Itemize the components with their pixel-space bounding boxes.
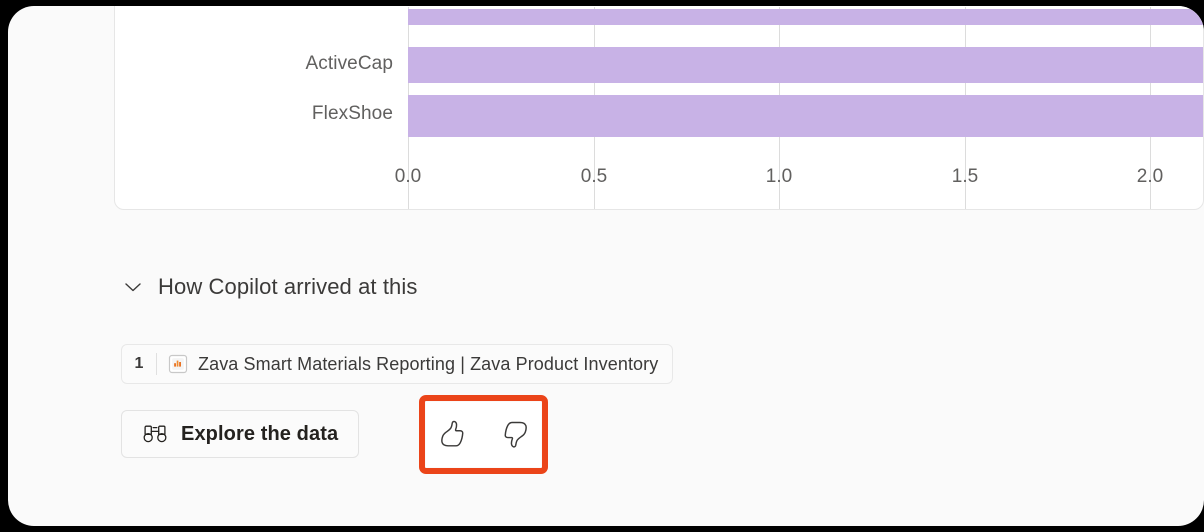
citation-label: Zava Smart Materials Reporting | Zava Pr…	[198, 353, 659, 374]
explore-the-data-label: Explore the data	[181, 422, 339, 445]
x-tick-label: 2.0	[1136, 166, 1164, 187]
chart-card: ActiveCap FlexShoe 0.0 0.5 1.0 1.5 2.0	[114, 6, 1204, 210]
thumbs-up-button[interactable]	[438, 420, 466, 450]
thumbs-down-icon	[504, 422, 527, 448]
category-label-activecap: ActiveCap	[305, 53, 393, 74]
bar-clipped	[408, 9, 1203, 25]
category-label-flexshoe: FlexShoe	[311, 103, 393, 124]
chevron-down-icon	[125, 283, 141, 292]
explore-the-data-button[interactable]: Explore the data	[121, 410, 360, 458]
bar-flexshoe	[408, 95, 1203, 137]
thumbs-up-icon	[440, 421, 463, 447]
reasoning-title: How Copilot arrived at this	[158, 274, 418, 299]
feedback-button-group	[426, 402, 541, 467]
x-tick-label: 0.0	[394, 166, 422, 187]
page-surface: ActiveCap FlexShoe 0.0 0.5 1.0 1.5 2.0 H…	[8, 6, 1204, 526]
x-tick-label: 0.5	[580, 166, 608, 187]
x-tick-label: 1.0	[765, 166, 793, 187]
feedback-highlight-annotation	[419, 395, 548, 474]
bar-activecap	[408, 47, 1203, 83]
citation-divider	[156, 353, 157, 375]
how-copilot-arrived-toggle[interactable]: How Copilot arrived at this	[122, 274, 417, 300]
bar-chart: ActiveCap FlexShoe 0.0 0.5 1.0 1.5 2.0	[115, 6, 1203, 209]
thumbs-down-button[interactable]	[502, 420, 530, 450]
x-tick-label: 1.5	[951, 166, 979, 187]
binoculars-icon	[143, 425, 167, 443]
citation-chip[interactable]: 1 Zava Smart Materials Reporting | Zava …	[121, 344, 674, 384]
report-icon	[168, 354, 188, 374]
citation-index: 1	[134, 355, 144, 372]
